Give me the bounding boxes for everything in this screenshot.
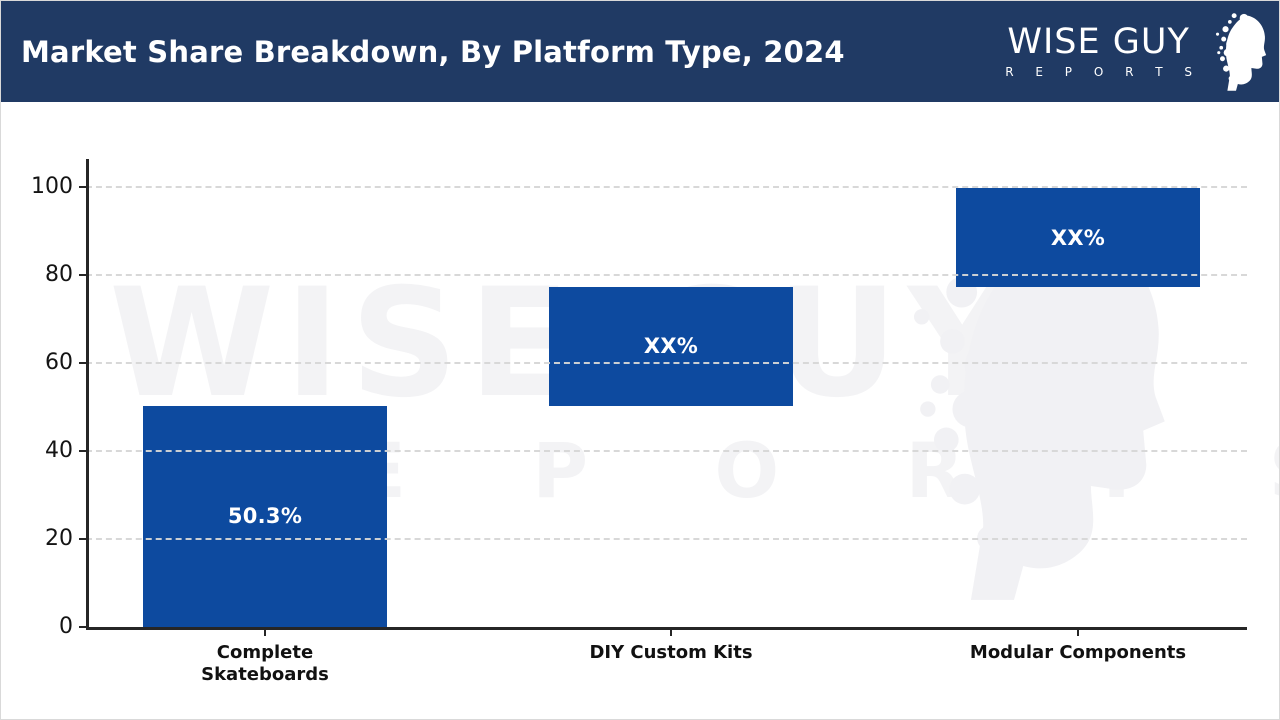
gridline-60: [86, 362, 1247, 364]
gridline-100: [86, 186, 1247, 188]
bar-value-label: 50.3%: [227, 504, 303, 529]
y-tick-mark-80: [79, 274, 87, 276]
y-tick-label-40: 40: [45, 438, 73, 463]
gridline-40: [86, 450, 1247, 452]
y-tick-mark-0: [79, 626, 87, 628]
y-tick-mark-20: [79, 538, 87, 540]
y-tick-label-0: 0: [59, 614, 73, 639]
x-tick-mark-1: [264, 629, 266, 636]
y-tick-mark-60: [79, 362, 87, 364]
logo-wiseguy-text: WISE GUY: [1007, 21, 1190, 62]
y-axis-line: [86, 159, 89, 629]
y-tick-label-60: 60: [45, 350, 73, 375]
y-tick-label-100: 100: [31, 174, 73, 199]
x-tick-mark-3: [1077, 629, 1079, 636]
bar-3: XX%: [956, 188, 1200, 287]
bar-2: XX%: [549, 286, 793, 406]
bar-value-label: XX%: [643, 334, 699, 359]
gridline-80: [86, 274, 1247, 276]
header-bar: Market Share Breakdown, By Platform Type…: [1, 1, 1279, 102]
wise-guy-logo: WISE GUY R E P O R T S: [996, 12, 1267, 92]
x-category-label-2: DIY Custom Kits: [589, 642, 753, 663]
y-tick-mark-40: [79, 450, 87, 452]
x-category-label-3: Modular Components: [969, 642, 1187, 663]
page-title: Market Share Breakdown, By Platform Type…: [21, 34, 845, 69]
x-tick-mark-2: [670, 629, 672, 636]
logo-reports-text: R E P O R T S: [1005, 64, 1201, 79]
y-tick-mark-100: [79, 186, 87, 188]
bar-value-label: XX%: [1050, 225, 1106, 250]
bar-1: 50.3%: [143, 405, 387, 627]
gridline-20: [86, 538, 1247, 540]
x-axis-line: [86, 627, 1247, 630]
y-tick-label-20: 20: [45, 526, 73, 551]
logo-text: WISE GUY R E P O R T S: [996, 21, 1201, 79]
face-profile-icon: [1205, 12, 1267, 92]
x-category-label-1: Complete Skateboards: [201, 642, 329, 685]
y-tick-label-80: 80: [45, 262, 73, 287]
